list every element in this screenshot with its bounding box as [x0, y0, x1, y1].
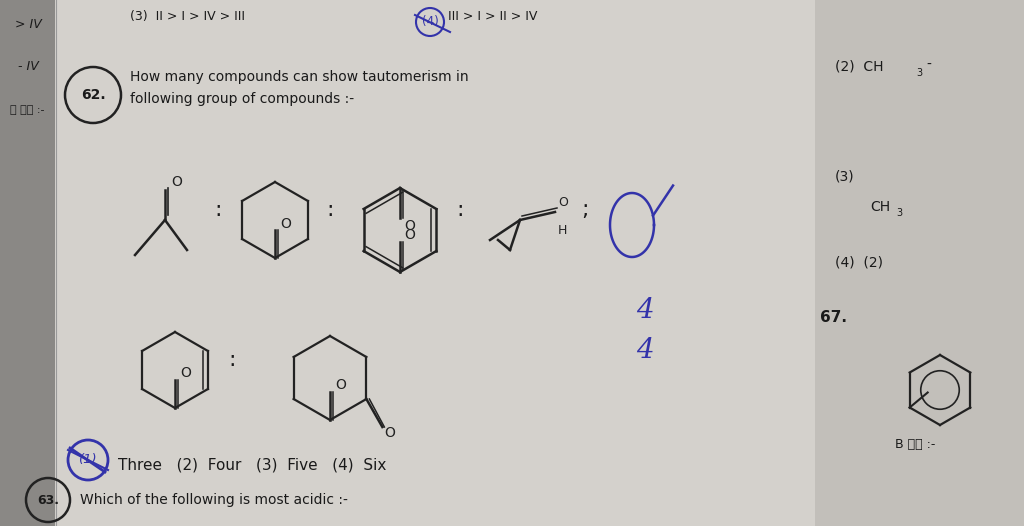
- Text: Three   (2)  Four   (3)  Five   (4)  Six: Three (2) Four (3) Five (4) Six: [118, 458, 386, 472]
- Text: :: :: [228, 350, 236, 370]
- Bar: [0, 0, 55, 526]
- Text: CH: CH: [870, 200, 890, 214]
- Text: O: O: [180, 366, 190, 380]
- Text: 4: 4: [636, 337, 653, 363]
- Text: 3: 3: [896, 208, 902, 218]
- Text: O: O: [335, 378, 346, 392]
- Text: :: :: [457, 200, 464, 220]
- Text: O: O: [384, 426, 395, 440]
- Text: -: -: [926, 58, 931, 72]
- Text: 67.: 67.: [820, 310, 847, 325]
- Text: ह है :-: ह है :-: [10, 105, 44, 115]
- Text: O: O: [404, 219, 415, 233]
- Text: 63.: 63.: [37, 493, 59, 507]
- Text: B है :-: B है :-: [895, 438, 935, 451]
- Text: 3: 3: [916, 68, 923, 78]
- Text: :: :: [327, 200, 334, 220]
- Text: (4): (4): [422, 15, 438, 28]
- Text: ;: ;: [582, 200, 589, 220]
- Text: following group of compounds :-: following group of compounds :-: [130, 92, 354, 106]
- Bar: [55, 0, 815, 526]
- Text: - IV: - IV: [17, 60, 38, 73]
- Text: (2)  CH: (2) CH: [835, 60, 884, 74]
- Text: 4: 4: [636, 297, 653, 323]
- Text: III > I > II > IV: III > I > II > IV: [449, 10, 538, 23]
- Text: (1): (1): [79, 453, 97, 467]
- Text: (4)  (2): (4) (2): [835, 255, 883, 269]
- Text: How many compounds can show tautomerism in: How many compounds can show tautomerism …: [130, 70, 469, 84]
- Text: > IV: > IV: [14, 18, 41, 31]
- Text: :: :: [214, 200, 222, 220]
- Text: 62.: 62.: [81, 88, 105, 102]
- Text: O: O: [171, 175, 182, 189]
- Text: Which of the following is most acidic :-: Which of the following is most acidic :-: [80, 493, 348, 507]
- Text: O: O: [404, 228, 415, 242]
- Text: (3): (3): [835, 170, 855, 184]
- Bar: [815, 0, 1024, 526]
- Text: (3)  II > I > IV > III: (3) II > I > IV > III: [130, 10, 245, 23]
- Text: H: H: [558, 224, 567, 237]
- Text: O: O: [280, 217, 291, 231]
- Text: O: O: [558, 196, 568, 208]
